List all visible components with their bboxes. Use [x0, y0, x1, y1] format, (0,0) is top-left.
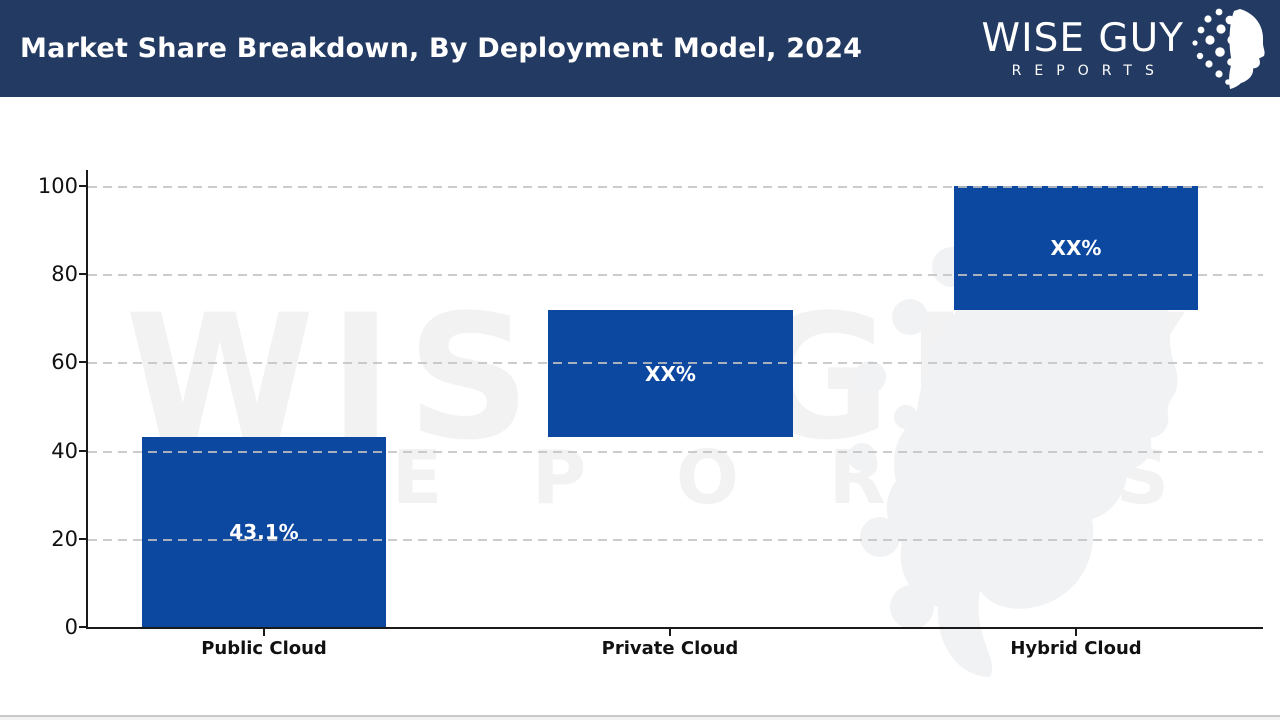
- category-label-public-cloud: Public Cloud: [201, 638, 327, 659]
- y-tick-label: 100: [37, 174, 78, 198]
- bar-hybrid-cloud: XX%: [954, 186, 1198, 310]
- wiseguy-logo-text: WISE GUY REPORTS: [982, 19, 1184, 79]
- y-tick-40: [79, 450, 87, 452]
- y-axis-line: [86, 170, 88, 629]
- category-label-hybrid-cloud: Hybrid Cloud: [1010, 638, 1142, 659]
- gridline-80: [88, 274, 1263, 276]
- x-tick-private: [669, 629, 671, 636]
- y-tick-label: 40: [51, 439, 78, 463]
- gridline-40: [88, 451, 1263, 453]
- dotted-head-profile-icon: [1192, 8, 1265, 89]
- category-label-private-cloud: Private Cloud: [601, 638, 739, 659]
- y-tick-0: [79, 626, 87, 628]
- gridline-60: [88, 362, 1263, 364]
- wiseguy-logo: WISE GUY REPORTS: [982, 7, 1266, 91]
- x-axis-line: [86, 627, 1263, 629]
- y-tick-100: [79, 185, 87, 187]
- gridline-20: [88, 539, 1263, 541]
- chart-canvas: WISE GUY R E P O R T S 43.1% XX% XX% 0 2…: [0, 97, 1280, 715]
- y-tick-label: 0: [64, 615, 78, 639]
- x-tick-hybrid: [1075, 629, 1077, 636]
- x-tick-public: [263, 629, 265, 636]
- bar-private-cloud: XX%: [548, 310, 793, 437]
- y-tick-80: [79, 273, 87, 275]
- y-tick-label: 60: [51, 350, 78, 374]
- y-tick-label: 20: [51, 527, 78, 551]
- logo-wordmark: WISE GUY: [981, 15, 1184, 61]
- bottom-divider: [0, 715, 1280, 720]
- bar-value-label: XX%: [1050, 236, 1102, 260]
- logo-subtitle: REPORTS: [1011, 62, 1167, 79]
- page-title: Market Share Breakdown, By Deployment Mo…: [20, 33, 863, 64]
- y-tick-60: [79, 361, 87, 363]
- gridline-100: [88, 186, 1263, 188]
- header-bar: Market Share Breakdown, By Deployment Mo…: [0, 0, 1280, 97]
- bar-value-label: XX%: [645, 361, 696, 386]
- bar-public-cloud: 43.1%: [142, 437, 386, 627]
- y-tick-label: 80: [51, 262, 78, 286]
- y-tick-20: [79, 538, 87, 540]
